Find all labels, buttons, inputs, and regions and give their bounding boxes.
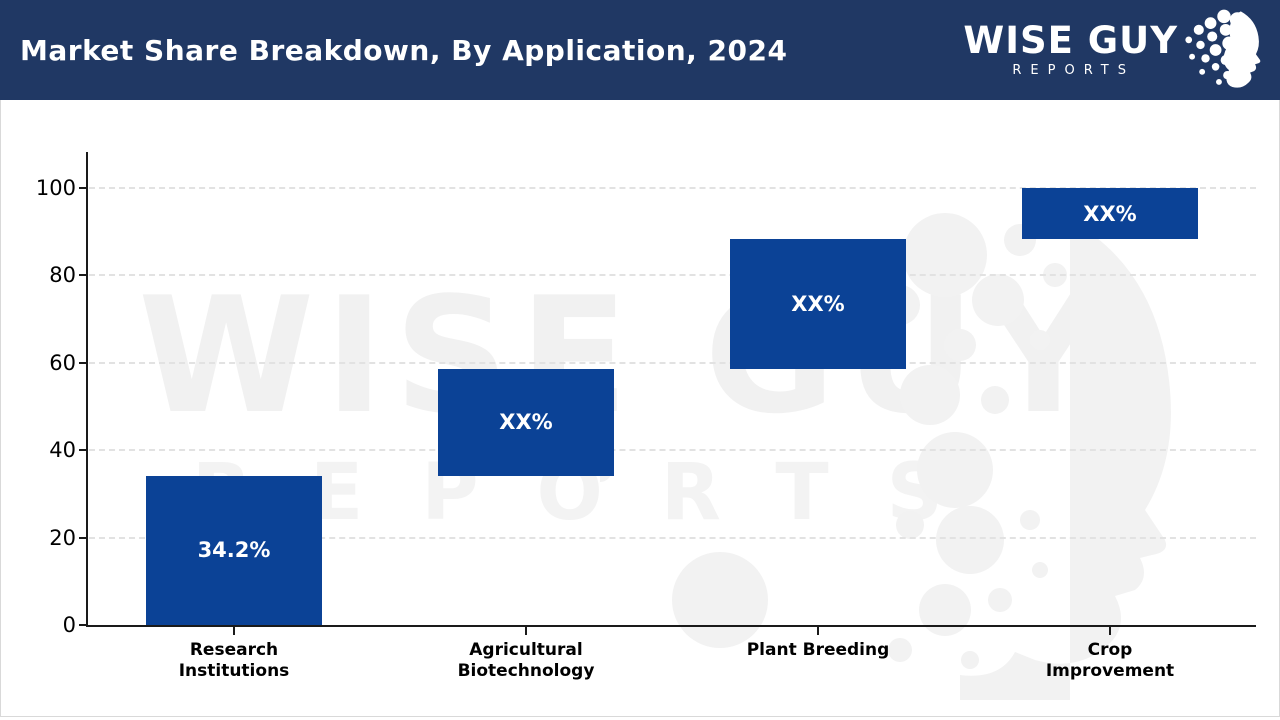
x-axis-line [86, 625, 1256, 627]
bar-segment: XX% [1022, 188, 1198, 240]
y-axis-line [86, 152, 88, 627]
page-title: Market Share Breakdown, By Application, … [20, 33, 788, 67]
y-tick-60 [79, 361, 88, 364]
bar-segment: 34.2% [146, 475, 322, 625]
gridline-60 [89, 361, 1256, 364]
brand-logo: WISE GUY REPORTS [963, 7, 1280, 93]
y-tick-label: 80 [49, 263, 76, 288]
bar-value-label: XX% [1083, 201, 1137, 226]
y-tick-40 [79, 449, 88, 452]
brand-subtitle: REPORTS [1012, 63, 1135, 78]
wiseguy-head-icon [1185, 9, 1261, 88]
header-bar: Market Share Breakdown, By Application, … [0, 0, 1280, 100]
y-tick-80 [79, 274, 88, 277]
bar-segment: XX% [730, 239, 906, 369]
bar-value-label: XX% [499, 410, 553, 435]
gridline-80 [89, 274, 1256, 277]
category-label: Agricultural Biotechnology [457, 640, 595, 681]
category-label: Crop Improvement [1045, 640, 1175, 681]
gridline-40 [89, 449, 1256, 452]
gridline-100 [89, 187, 1256, 189]
brand-logo-text: WISE GUY REPORTS [963, 19, 1178, 79]
category-label: Plant Breeding [746, 640, 890, 660]
gridline-20 [89, 536, 1256, 539]
y-tick-0 [79, 624, 88, 626]
y-tick-label: 60 [49, 350, 76, 375]
bar-segment: XX% [438, 368, 614, 476]
y-tick-label: 100 [35, 176, 76, 200]
y-tick-100 [79, 187, 88, 189]
y-tick-label: 0 [62, 613, 76, 637]
x-tick [1109, 627, 1111, 635]
watermark-head-dots [600, 213, 1171, 700]
x-tick [525, 627, 527, 635]
x-tick [817, 627, 819, 635]
y-tick-label: 20 [49, 525, 76, 550]
brand-name: WISE GUY [963, 19, 1178, 62]
x-tick [233, 627, 235, 635]
y-tick-20 [79, 536, 88, 539]
bar-value-label: 34.2% [197, 538, 271, 563]
y-tick-label: 40 [49, 438, 76, 463]
bar-value-label: XX% [791, 292, 845, 317]
category-label: Research Institutions [178, 640, 290, 681]
